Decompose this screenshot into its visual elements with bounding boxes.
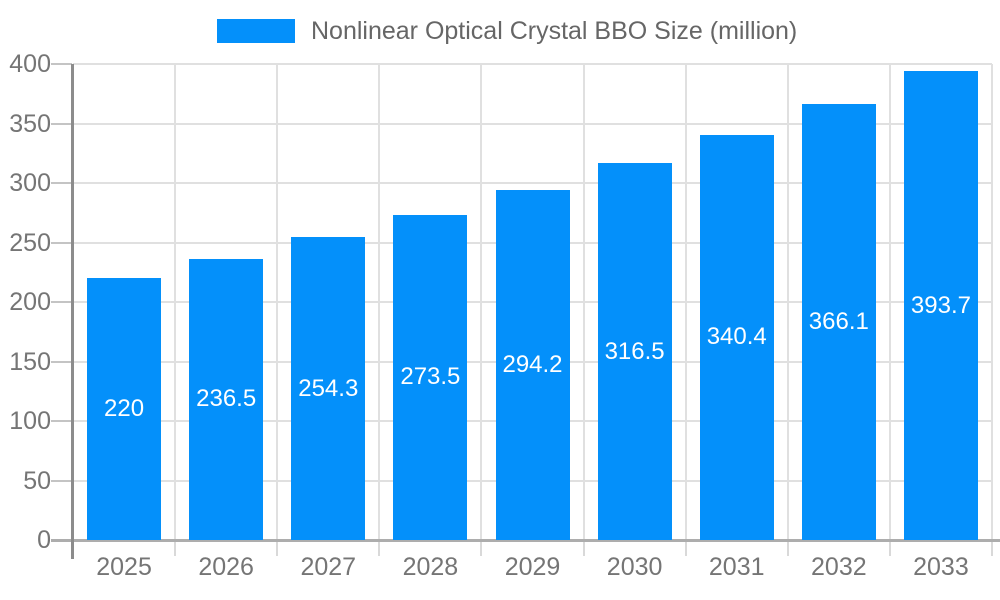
bar-value-label: 316.5 <box>604 337 665 365</box>
y-axis-label: 200 <box>9 288 51 316</box>
x-axis-label: 2028 <box>402 553 459 581</box>
legend-label: Nonlinear Optical Crystal BBO Size (mill… <box>311 17 798 45</box>
x-axis-tick <box>174 540 177 556</box>
bar <box>699 134 774 540</box>
gridline-horizontal <box>73 122 992 125</box>
x-axis-tick <box>786 540 789 556</box>
x-axis-label: 2031 <box>708 553 765 581</box>
bar <box>87 278 162 540</box>
bar <box>291 237 366 540</box>
x-axis-tick <box>991 540 993 556</box>
y-axis-label: 350 <box>9 109 51 138</box>
x-axis-label: 2032 <box>811 553 867 581</box>
x-axis-label: 2027 <box>300 553 357 581</box>
y-axis-label: 250 <box>9 228 51 257</box>
bar-value-label: 366.1 <box>808 308 869 336</box>
x-axis-tick <box>684 540 687 556</box>
bar <box>393 214 468 540</box>
y-axis-label: 300 <box>9 169 51 197</box>
y-axis-label: 0 <box>37 526 51 554</box>
y-axis-label: 400 <box>9 50 51 78</box>
y-axis-tick <box>51 360 72 363</box>
y-axis-label: 50 <box>23 466 51 495</box>
y-axis-tick <box>51 63 72 65</box>
gridline-vertical <box>991 64 993 540</box>
y-axis-tick <box>51 420 72 422</box>
y-axis-line <box>71 64 74 559</box>
y-axis-label: 150 <box>9 347 51 376</box>
x-axis-label: 2025 <box>96 553 152 581</box>
y-axis-tick <box>51 301 72 303</box>
bar-value-label: 294.2 <box>502 350 563 378</box>
bar-value-label: 273.5 <box>400 363 461 391</box>
x-axis-tick <box>480 540 483 556</box>
legend-swatch <box>217 19 295 43</box>
bar <box>495 189 570 540</box>
bar-value-label: 236.5 <box>196 385 257 413</box>
x-axis-line <box>51 539 1000 542</box>
bar <box>801 104 876 540</box>
bar <box>597 163 672 540</box>
bar-value-label: 340.4 <box>706 323 767 351</box>
y-axis-label: 100 <box>9 407 51 435</box>
x-axis-tick <box>276 540 279 556</box>
y-axis-tick <box>51 241 72 244</box>
bar-value-label: 393.7 <box>910 291 971 319</box>
y-axis-tick <box>51 479 72 482</box>
bar-value-label: 220 <box>104 395 145 423</box>
x-axis-tick <box>888 540 891 556</box>
x-axis-label: 2029 <box>504 553 561 581</box>
y-axis-tick <box>51 182 72 184</box>
bar-value-label: 254.3 <box>298 374 359 402</box>
x-axis-tick <box>378 540 381 556</box>
x-axis-label: 2026 <box>198 553 254 581</box>
y-axis-tick <box>51 122 72 125</box>
gridline-horizontal <box>73 182 992 184</box>
bar <box>189 258 264 540</box>
x-axis-label: 2030 <box>606 553 663 581</box>
gridline-horizontal <box>73 63 992 65</box>
legend: Nonlinear Optical Crystal BBO Size (mill… <box>217 17 797 45</box>
bar <box>903 71 978 540</box>
x-axis-label: 2033 <box>913 553 969 581</box>
x-axis-tick <box>582 540 585 556</box>
